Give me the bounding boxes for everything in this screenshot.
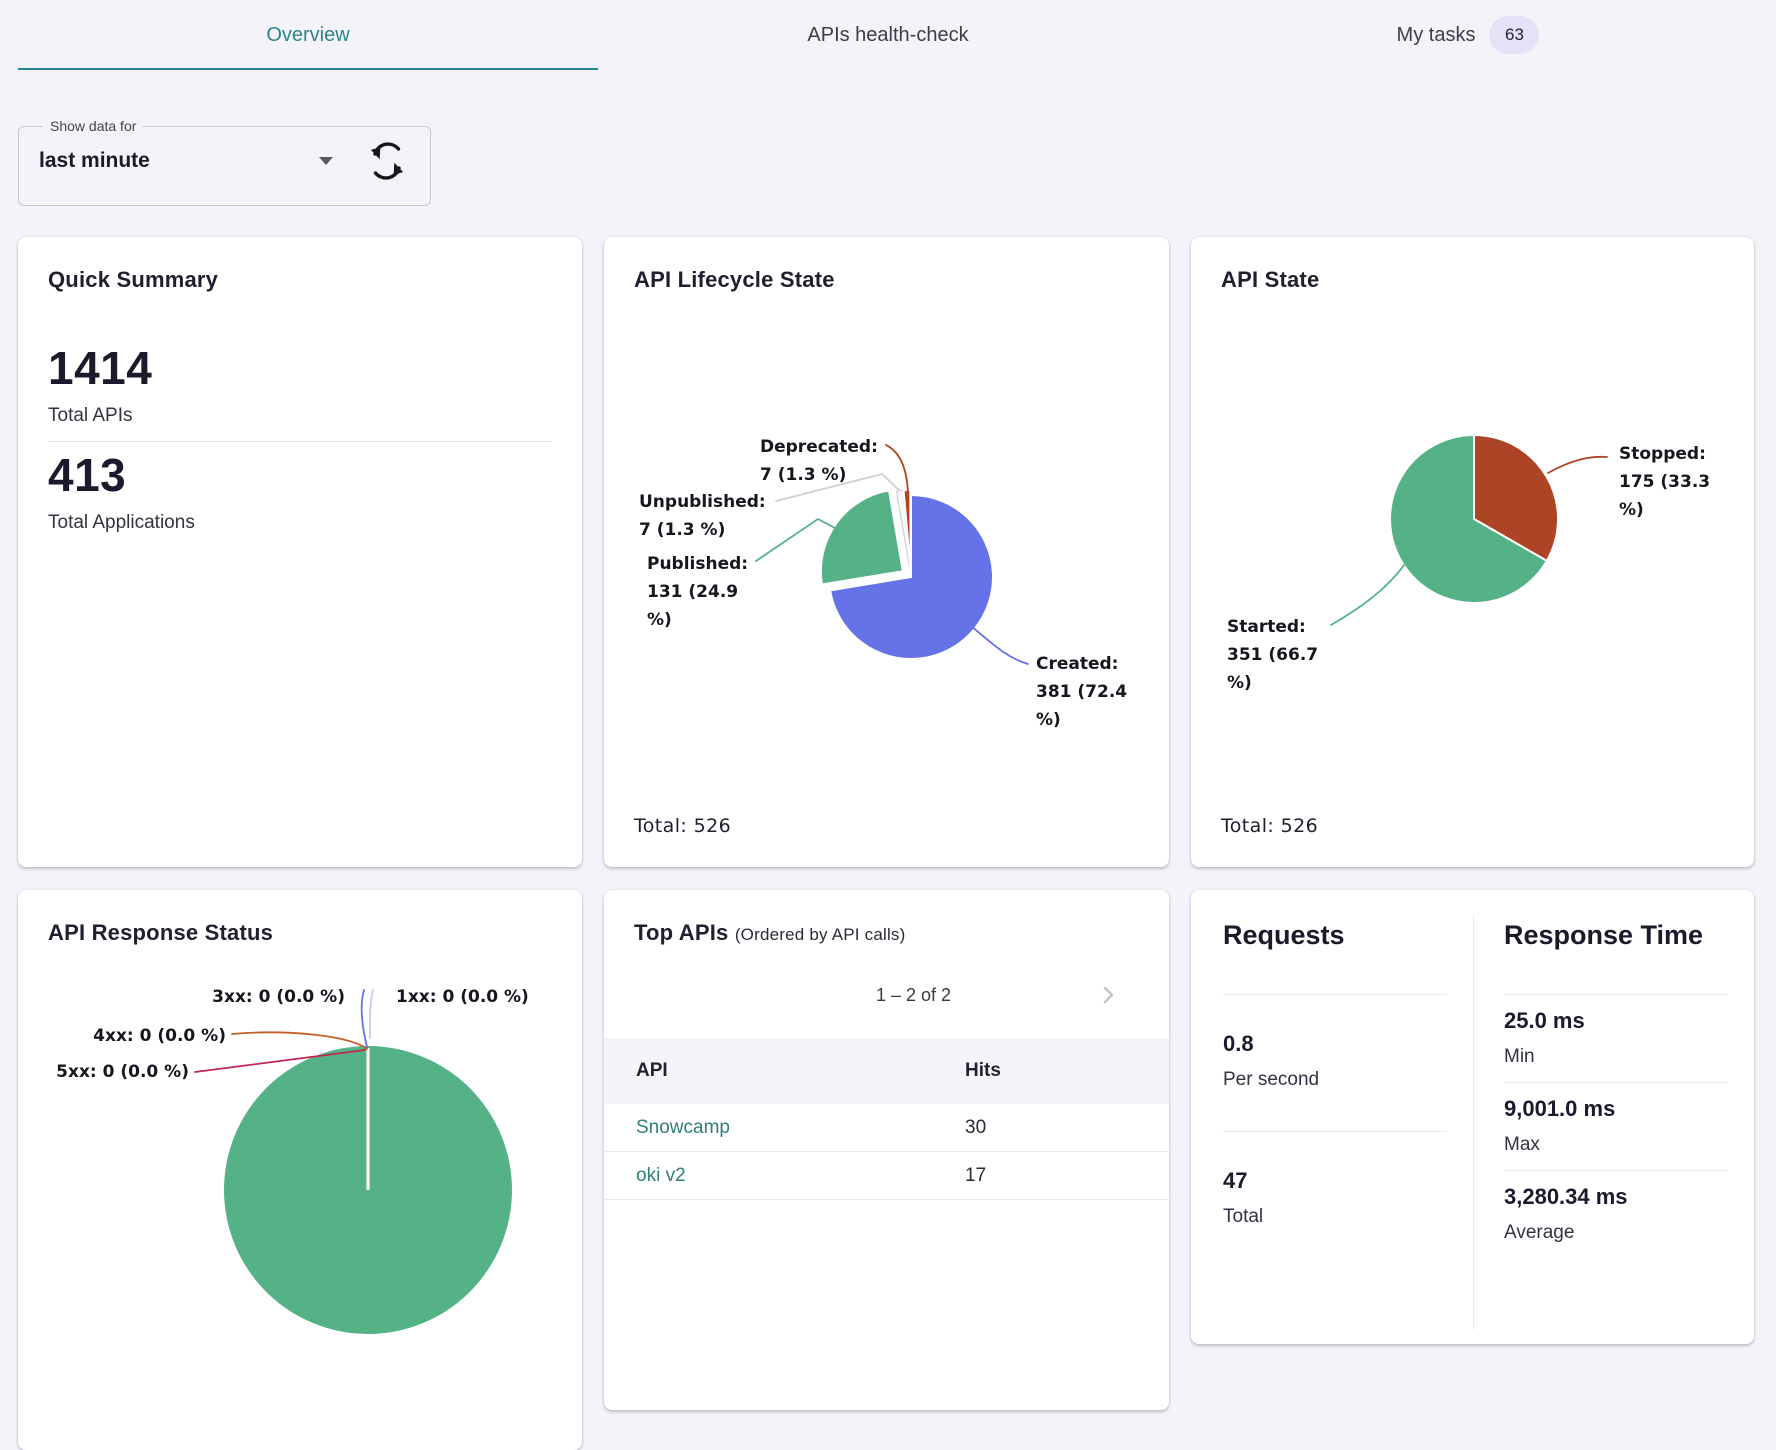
quick-summary-divider [48, 441, 552, 442]
total-apis-label: Total APIs [48, 405, 133, 426]
pie-slice-label: Created: 381 (72.4%) [1036, 654, 1127, 730]
pie-slice-label: Deprecated: 7 (1.3 %) [760, 437, 878, 485]
tab-apis-health-check[interactable]: APIs health-check [598, 0, 1178, 70]
pie-slice-label: 3xx: 0 (0.0 %) [212, 987, 345, 1007]
table-row[interactable]: oki v2 17 [604, 1152, 1169, 1200]
next-page-button[interactable] [1095, 982, 1121, 1008]
response-time-min: 25.0 ms Min [1504, 994, 1728, 1082]
pie-slice-label: 1xx: 0 (0.0 %) [396, 987, 529, 1007]
tab-overview-label: Overview [266, 23, 350, 46]
show-data-for-label: Show data for [50, 118, 137, 134]
total-applications-label: Total Applications [48, 512, 195, 533]
top-apis-title-text: Top APIs [634, 920, 729, 945]
requests-per-second: 0.8 Per second [1223, 994, 1447, 1131]
response-time-average-label: Average [1504, 1222, 1575, 1243]
response-time-min-label: Min [1504, 1046, 1535, 1067]
tab-health-label: APIs health-check [807, 23, 969, 46]
top-apis-table: API Hits Snowcamp 30 oki v2 17 [604, 1038, 1169, 1200]
lifecycle-total: Total: 526 [634, 815, 732, 837]
api-response-status-title: API Response Status [48, 920, 274, 945]
previous-page-button[interactable] [1023, 982, 1049, 1008]
tab-overview[interactable]: Overview [18, 0, 598, 70]
pie-slice-label: Published: 131 (24.9%) [647, 554, 748, 630]
requests-column: Requests 0.8 Per second 47 Total [1191, 914, 1473, 1330]
tab-tasks-label: My tasks [1396, 23, 1476, 46]
top-apis-pagination: 1 – 2 of 2 [634, 982, 1139, 1008]
top-apis-title: Top APIs (Ordered by API calls) [634, 920, 1139, 946]
api-state-total: Total: 526 [1221, 815, 1319, 837]
chevron-left-icon [1023, 982, 1049, 1008]
requests-total-label: Total [1223, 1206, 1264, 1227]
response-time-average-value: 3,280.34 ms [1504, 1184, 1628, 1209]
top-apis-subtitle: (Ordered by API calls) [734, 925, 906, 944]
total-applications-value: 413 [48, 449, 127, 501]
pagination-range: 1 – 2 of 2 [875, 984, 951, 1005]
tab-my-tasks[interactable]: My tasks 63 [1178, 0, 1758, 70]
requests-total-value: 47 [1223, 1168, 1248, 1193]
api-hits-value: 17 [965, 1164, 987, 1186]
refresh-button[interactable] [363, 138, 410, 185]
response-time-min-value: 25.0 ms [1504, 1008, 1585, 1033]
tasks-count-badge: 63 [1489, 16, 1540, 54]
top-apis-card: Top APIs (Ordered by API calls) 1 – 2 of… [604, 890, 1169, 1410]
response-time-max-label: Max [1504, 1134, 1540, 1155]
api-link-oki-v2[interactable]: oki v2 [636, 1164, 686, 1186]
dashboard-grid: Quick Summary 1414 Total APIs 413 Total … [18, 237, 1776, 1450]
api-state-title: API State [1221, 267, 1320, 292]
time-range-select[interactable]: last minute [39, 149, 150, 172]
api-response-status-card: API Response Status 1xx: 0 (0.0 %) 3xx: 0… [18, 890, 582, 1450]
requests-total: 47 Total [1223, 1131, 1447, 1268]
refresh-icon [370, 142, 403, 180]
pie-slice-label: Started: 351 (66.7%) [1227, 617, 1318, 693]
api-state-card: API State Stopped: 175 (33.3%) Started: 351… [1191, 237, 1754, 867]
top-apis-table-header: API Hits [604, 1038, 1169, 1104]
total-apis-value: 1414 [48, 342, 153, 394]
requests-per-second-label: Per second [1223, 1069, 1320, 1090]
chevron-down-icon[interactable] [319, 157, 333, 165]
pie-slice-label: Stopped: 175 (33.3%) [1619, 444, 1710, 520]
requests-heading: Requests [1223, 920, 1345, 950]
api-lifecycle-pie-chart: Created: 381 (72.4 %) Published: 131 (24.9%)… [639, 437, 1127, 730]
quick-summary-title: Quick Summary [48, 267, 219, 292]
response-time-column: Response Time 25.0 ms Min 9,001.0 ms Max… [1473, 914, 1754, 1330]
api-link-snowcamp[interactable]: Snowcamp [636, 1116, 730, 1138]
api-hits-value: 30 [965, 1116, 987, 1138]
top-tab-bar: Overview APIs health-check My tasks 63 [0, 0, 1776, 70]
show-data-for-field: Show data for last minute [18, 118, 431, 206]
table-row[interactable]: Snowcamp 30 [604, 1104, 1169, 1152]
api-lifecycle-state-card: API Lifecycle State Created: 381 (72.4%) P… [604, 237, 1169, 867]
requests-response-time-card: Requests 0.8 Per second 47 Total Respons… [1191, 890, 1754, 1344]
requests-per-second-value: 0.8 [1223, 1031, 1254, 1056]
response-time-heading: Response Time [1504, 920, 1704, 950]
api-lifecycle-state-title: API Lifecycle State [634, 267, 835, 292]
column-header-hits: Hits [965, 1060, 1001, 1081]
chevron-right-icon [1103, 986, 1114, 1004]
api-response-status-pie-chart: 1xx: 0 (0.0 %) 3xx: 0 (0.0 %) 4xx: 0 (0.0 … [56, 987, 529, 1334]
pie-slice-label: Unpublished: 7 (1.3 %) [639, 492, 766, 540]
response-time-average: 3,280.34 ms Average [1504, 1170, 1728, 1258]
response-time-max-value: 9,001.0 ms [1504, 1096, 1616, 1121]
pie-slice-label: 4xx: 0 (0.0 %) [93, 1026, 226, 1046]
column-header-api: API [636, 1060, 668, 1081]
api-state-pie-chart: Stopped: 175 (33.3 %) Started: 351 (66.7%) [1227, 434, 1710, 693]
response-time-max: 9,001.0 ms Max [1504, 1082, 1728, 1170]
pie-slice-label: 5xx: 0 (0.0 %) [56, 1062, 189, 1082]
quick-summary-card: Quick Summary 1414 Total APIs 413 Total … [18, 237, 582, 867]
